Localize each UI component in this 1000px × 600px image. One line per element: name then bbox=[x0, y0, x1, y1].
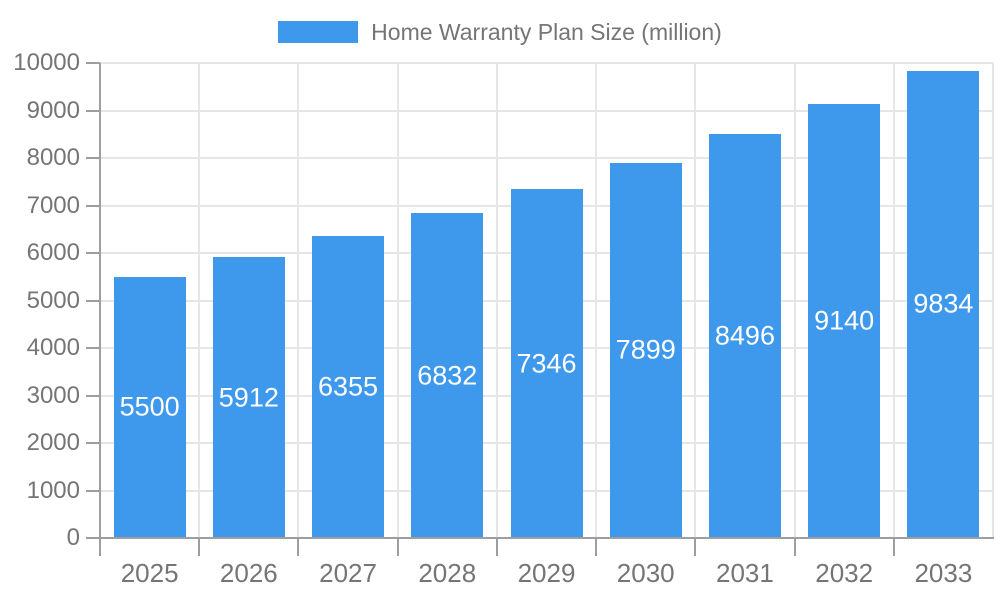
y-tick-label: 3000 bbox=[26, 381, 80, 409]
h-gridline bbox=[100, 62, 993, 64]
y-tick-label: 9000 bbox=[26, 96, 80, 124]
y-tick-label: 2000 bbox=[26, 429, 80, 456]
bar-value-label: 7899 bbox=[615, 334, 676, 365]
v-gridline bbox=[396, 63, 399, 538]
y-axis-tick bbox=[86, 252, 100, 254]
y-tick-label: 7000 bbox=[26, 191, 80, 219]
bar bbox=[609, 162, 682, 538]
x-tick-label: 2032 bbox=[815, 558, 874, 588]
bar-value-label: 9140 bbox=[814, 305, 875, 336]
x-axis-tick bbox=[892, 538, 895, 556]
y-axis-tick bbox=[86, 157, 100, 159]
h-gridline bbox=[100, 157, 993, 159]
v-gridline bbox=[992, 63, 994, 538]
y-tick-label: 8000 bbox=[26, 144, 80, 171]
x-tick-label: 2027 bbox=[319, 558, 377, 588]
legend-label: Home Warranty Plan Size (million) bbox=[371, 18, 722, 45]
y-axis-tick bbox=[86, 299, 100, 302]
v-gridline bbox=[595, 63, 598, 538]
x-tick-label: 2028 bbox=[418, 558, 477, 588]
v-gridline bbox=[297, 63, 300, 538]
y-tick-label: 10000 bbox=[13, 49, 80, 76]
x-axis-tick bbox=[694, 538, 697, 556]
y-axis-tick bbox=[86, 489, 100, 492]
x-tick-label: 2026 bbox=[219, 558, 278, 588]
bar bbox=[411, 213, 484, 538]
bar-value-label: 5500 bbox=[119, 391, 180, 422]
legend: Home Warranty Plan Size (million) bbox=[0, 14, 1000, 50]
y-axis-tick bbox=[86, 347, 100, 349]
v-gridline bbox=[793, 63, 796, 538]
x-axis-tick bbox=[495, 538, 498, 556]
h-gridline bbox=[100, 109, 993, 112]
y-tick-label: 6000 bbox=[26, 239, 80, 266]
bar-value-label: 9834 bbox=[913, 288, 974, 319]
bar-value-label: 5912 bbox=[218, 382, 279, 413]
y-axis-tick bbox=[86, 537, 100, 539]
x-axis-tick bbox=[297, 538, 300, 556]
v-gridline bbox=[198, 63, 201, 538]
y-tick-label: 5000 bbox=[26, 286, 80, 314]
bar-value-label: 6832 bbox=[417, 360, 478, 391]
bar bbox=[212, 257, 285, 538]
y-axis-tick bbox=[86, 204, 100, 207]
y-axis-tick bbox=[86, 109, 100, 112]
x-tick-label: 2025 bbox=[120, 558, 179, 588]
v-gridline bbox=[892, 63, 895, 538]
y-tick-label: 1000 bbox=[26, 476, 80, 504]
y-axis-tick bbox=[86, 62, 100, 64]
bar-value-label: 8496 bbox=[714, 320, 775, 351]
x-tick-label: 2029 bbox=[517, 558, 576, 588]
bar bbox=[708, 134, 781, 538]
bar bbox=[907, 70, 980, 538]
x-axis-tick bbox=[595, 538, 598, 556]
legend-swatch bbox=[278, 21, 359, 43]
x-axis-tick bbox=[198, 538, 201, 556]
y-tick-label: 0 bbox=[66, 524, 80, 551]
y-tick-label: 4000 bbox=[26, 334, 80, 361]
bar-value-label: 6355 bbox=[318, 371, 379, 402]
x-tick-label: 2030 bbox=[616, 558, 675, 588]
bar bbox=[510, 189, 583, 538]
y-axis-tick bbox=[86, 394, 100, 397]
x-tick-label: 2031 bbox=[716, 558, 774, 588]
v-gridline bbox=[694, 63, 697, 538]
x-axis-tick bbox=[396, 538, 399, 556]
bar-value-label: 7346 bbox=[516, 348, 577, 379]
x-axis-line bbox=[99, 537, 994, 539]
y-axis-tick bbox=[86, 442, 100, 444]
v-gridline bbox=[495, 63, 498, 538]
y-axis-line bbox=[99, 63, 101, 556]
bar bbox=[113, 276, 186, 538]
bar bbox=[312, 236, 385, 538]
x-axis-tick bbox=[793, 538, 796, 556]
bar bbox=[808, 103, 881, 538]
x-tick-label: 2033 bbox=[914, 558, 973, 588]
